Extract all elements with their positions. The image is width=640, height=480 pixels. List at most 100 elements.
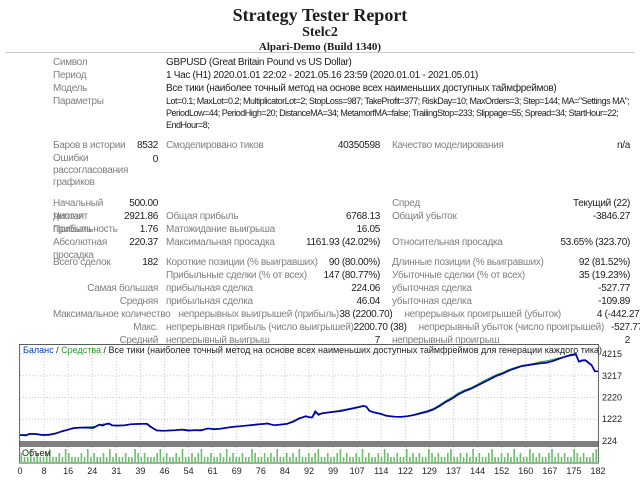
report-row: Средняя прибыльная сделка 46.04 убыточная с… xyxy=(53,295,631,308)
volume-bar xyxy=(491,449,493,463)
volume-bar xyxy=(554,457,556,463)
x-axis-label: 99 xyxy=(328,466,338,476)
volume-bar xyxy=(516,457,519,463)
volume-bar xyxy=(434,457,436,463)
stat-label: Всего сделок xyxy=(53,257,111,268)
balance-line xyxy=(19,353,599,437)
volume-bar xyxy=(358,457,361,463)
volume-bar xyxy=(595,449,598,463)
volume-bar xyxy=(428,449,430,463)
stat-label: прибыльная сделка xyxy=(166,296,253,307)
info-label: Период xyxy=(53,70,87,81)
report-row: Модель Все тики (наиболее точный метод на… xyxy=(53,82,630,95)
volume-bar xyxy=(254,453,256,463)
stat-label xyxy=(53,269,158,282)
volume-bar xyxy=(446,453,449,463)
stat-value: 90 (80.00%) xyxy=(328,257,380,268)
volume-bar xyxy=(579,457,582,463)
volume-bar xyxy=(45,453,48,463)
volume-bar xyxy=(345,453,348,463)
stat-pair: убыточная сделка -527.77 xyxy=(392,282,630,295)
volume-bar xyxy=(456,457,459,463)
parameter-line: Lot=0.1; MaxLot=0.2; MultiplicatorLot=2;… xyxy=(166,96,630,106)
x-axis-label: 114 xyxy=(374,466,388,476)
volume-bar xyxy=(507,453,509,463)
stat-pair: Начальный депозит 500.00 xyxy=(53,197,158,222)
volume-bar xyxy=(415,457,418,463)
volume-bar xyxy=(150,457,152,463)
stat-label: Общая прибыль xyxy=(166,211,239,222)
section-spacer xyxy=(53,132,630,139)
report-row: Всего сделок 182 Короткие позиции (% выигр… xyxy=(53,256,630,269)
volume-bar xyxy=(225,449,228,463)
volume-bar xyxy=(263,453,266,463)
stat-label: Баров в истории xyxy=(53,140,126,151)
info-value: 1 Час (H1) 2020.01.01 22:02 - 2021.05.16… xyxy=(166,70,478,81)
stat-label: Ошибки рассогласования графиков xyxy=(53,153,129,188)
stat-value: 182 xyxy=(142,257,158,268)
report-row: Баров в истории 8532 Смоделировано тиков 40… xyxy=(53,139,630,152)
volume-bar xyxy=(238,457,241,463)
column-gap xyxy=(158,321,166,334)
stat-sublabel: Самая большая xyxy=(87,283,158,294)
volume-bar xyxy=(235,457,237,463)
volume-bar xyxy=(421,457,424,463)
column-gap xyxy=(392,308,404,321)
column-gap xyxy=(170,308,178,321)
stat-pair xyxy=(166,197,380,210)
volume-bar xyxy=(276,449,279,463)
volume-bar xyxy=(371,457,373,463)
x-axis-label: 69 xyxy=(232,466,242,476)
stat-value: 1161.93 (42.02%) xyxy=(306,237,380,248)
x-axis-label: 16 xyxy=(63,466,73,476)
stat-value: 7 xyxy=(374,335,381,346)
volume-bar xyxy=(77,457,80,463)
volume-bar xyxy=(560,457,563,463)
volume-bar xyxy=(178,457,181,463)
volume-bar xyxy=(443,457,446,463)
volume-bar xyxy=(36,453,38,463)
volume-bar xyxy=(260,457,263,463)
stat-value: -3846.27 xyxy=(592,211,630,222)
volume-bar xyxy=(472,449,474,463)
volume-bar xyxy=(257,457,260,463)
report-table: Символ GBPUSD (Great Britain Pound vs US … xyxy=(53,56,640,347)
column-gap xyxy=(158,295,166,308)
volume-bar xyxy=(143,453,146,463)
volume-bar xyxy=(64,449,67,463)
volume-bar xyxy=(352,457,354,463)
stat-pair: Длинные позиции (% выигравших) 92 (81.52%… xyxy=(392,256,630,269)
stat-value: 38 (2200.70) xyxy=(339,309,393,320)
stat-value: 53.65% (323.70) xyxy=(560,237,631,248)
info-label: Символ xyxy=(53,57,88,68)
volume-bar xyxy=(33,457,35,463)
stat-pair: Короткие позиции (% выигравших) 90 (80.00… xyxy=(166,256,380,269)
stat-value: 220.37 xyxy=(129,237,158,248)
stat-pair: Прибыльные сделки (% от всех) 147 (80.77%… xyxy=(166,269,380,282)
volume-bar xyxy=(582,453,585,463)
stat-pair: Относительная просадка 53.65% (323.70) xyxy=(392,236,630,249)
volume-bar xyxy=(576,453,579,463)
volume-bar xyxy=(412,453,414,463)
x-axis-label: 152 xyxy=(494,466,509,476)
x-axis-label: 84 xyxy=(280,466,290,476)
column-gap xyxy=(158,210,166,223)
volume-bar xyxy=(266,457,269,463)
volume-bar xyxy=(396,453,399,463)
volume-bar xyxy=(494,457,496,463)
volume-bar xyxy=(289,457,291,463)
volume-bar xyxy=(585,457,588,463)
x-axis-label: 8 xyxy=(42,466,47,476)
stat-pair: Спред Текущий (22) xyxy=(392,197,630,210)
volume-bar xyxy=(592,453,594,463)
volume-bar xyxy=(333,457,335,463)
volume-bar xyxy=(194,457,196,463)
header-divider xyxy=(6,52,634,53)
volume-bar xyxy=(450,449,452,463)
volume-bar xyxy=(544,457,547,463)
stat-pair: Матожидание выигрыша 16.05 xyxy=(166,223,380,236)
stat-label: убыточная сделка xyxy=(392,283,472,294)
stat-value: 2921.86 xyxy=(123,211,158,222)
volume-bar xyxy=(282,457,285,463)
volume-bar xyxy=(55,457,57,463)
